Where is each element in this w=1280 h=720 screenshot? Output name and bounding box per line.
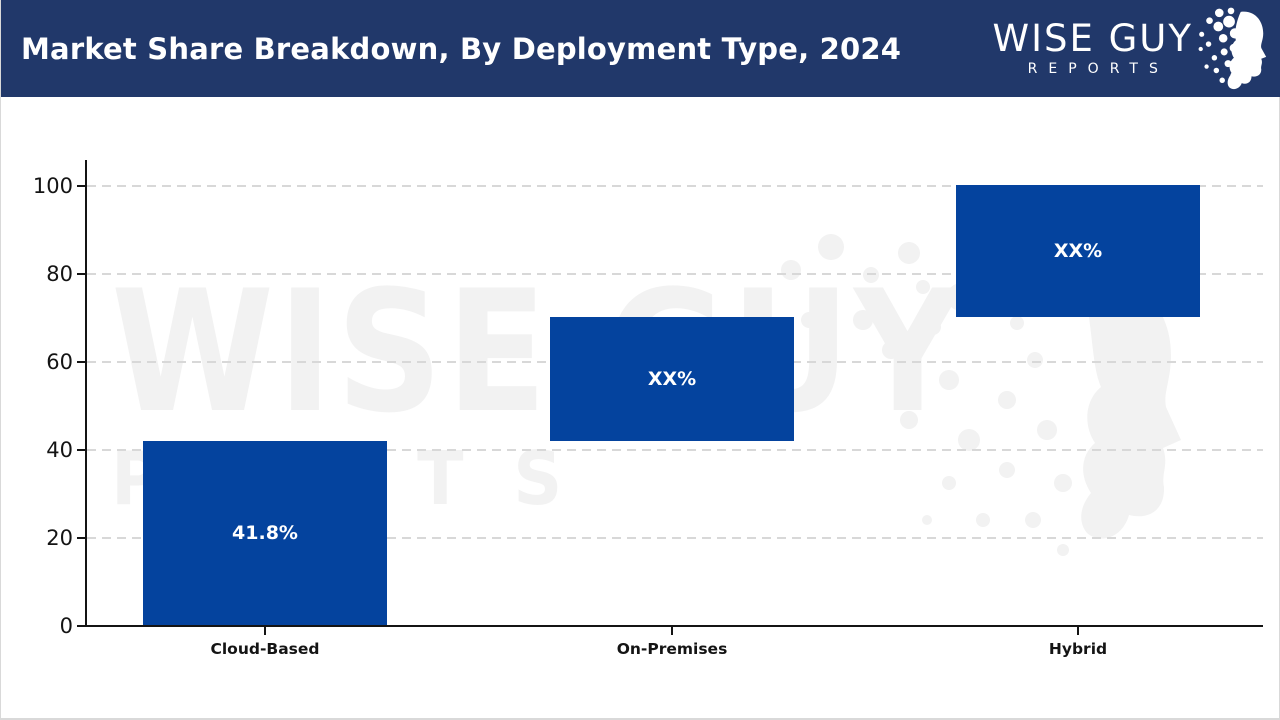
x-tick [671, 627, 673, 635]
y-tick-label: 20 [46, 526, 73, 550]
x-category-label: Hybrid [1048, 640, 1108, 658]
y-gridline [87, 449, 1263, 451]
y-gridline [87, 185, 1263, 187]
y-tick [77, 361, 85, 363]
bar-value-label: 41.8% [232, 522, 298, 545]
page-title: Market Share Breakdown, By Deployment Ty… [21, 31, 902, 66]
dotted-face-logo-icon [1198, 7, 1267, 89]
y-tick [77, 273, 85, 275]
header: Market Share Breakdown, By Deployment Ty… [1, 0, 1280, 97]
x-tick [1077, 627, 1079, 635]
x-category-label: Cloud-Based [210, 640, 320, 658]
bar-value-label: XX% [647, 368, 697, 391]
x-axis-line [85, 625, 1263, 627]
bar-cloud-based: 41.8% [143, 441, 387, 625]
bar-on-premises: XX% [550, 317, 794, 442]
y-tick [77, 537, 85, 539]
wise-guy-reports-logo: WISE GUY REPORTS [993, 7, 1267, 91]
y-tick-label: 0 [59, 614, 73, 638]
logo-sub: REPORTS [1027, 60, 1169, 77]
y-axis-line [85, 160, 87, 627]
logo-wordmark: WISE GUY [992, 17, 1193, 61]
bar-value-label: XX% [1053, 240, 1103, 262]
y-tick-label: 40 [46, 438, 73, 462]
x-tick [264, 627, 266, 635]
y-tick [77, 185, 85, 187]
y-gridline [87, 273, 1263, 275]
y-tick [77, 449, 85, 451]
logo-text: WISE GUY REPORTS [992, 17, 1193, 77]
y-tick-label: 80 [46, 262, 73, 286]
y-tick-label: 100 [32, 174, 73, 198]
x-category-label: On-Premises [616, 640, 728, 658]
y-tick-label: 60 [46, 350, 73, 374]
y-tick [77, 625, 85, 627]
bar-hybrid: XX% [956, 185, 1200, 317]
y-gridline [87, 537, 1263, 539]
